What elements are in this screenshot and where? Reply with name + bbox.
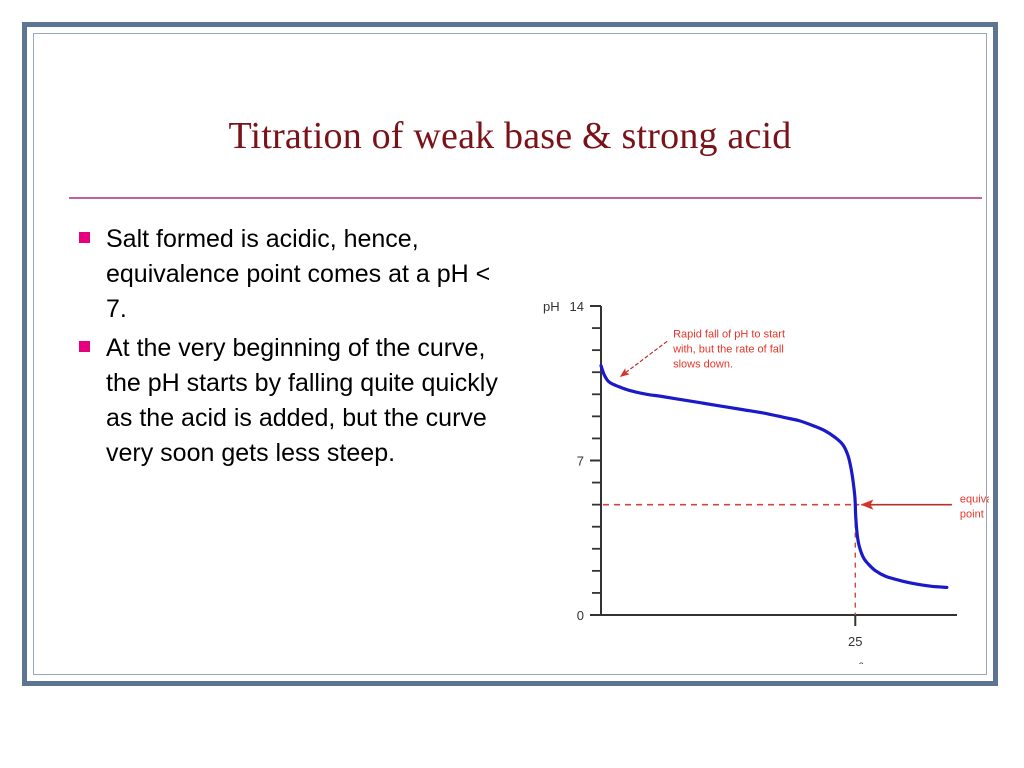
x-axis-label: volume of acid added (cm3) <box>710 661 868 664</box>
title-divider <box>69 197 982 199</box>
titration-curve-svg: 0 7 14 25 pH volume of acid added (cm3) Ra… <box>543 299 989 664</box>
chart-annotations: Rapid fall of pH to start with, but the r… <box>619 328 989 521</box>
ph-curve <box>599 363 949 590</box>
bullet-square-icon <box>79 232 90 243</box>
bullet-square-icon <box>79 341 90 352</box>
list-item: At the very beginning of the curve, the … <box>79 331 499 471</box>
annotation-line: Rapid fall of pH to start <box>673 328 785 340</box>
y-tick-label: 7 <box>577 454 584 469</box>
y-tick-label: 14 <box>570 299 584 314</box>
bullet-text: At the very beginning of the curve, the … <box>106 334 498 467</box>
y-axis-label: pH <box>543 299 560 314</box>
bullet-list: Salt formed is acidic, hence, equivalenc… <box>79 222 499 475</box>
equivalence-point-note: equivalence point <box>860 494 989 521</box>
y-tick-label: 0 <box>577 608 584 623</box>
annotation-line: equivalence <box>960 494 989 506</box>
annotation-line: slows down. <box>673 358 733 370</box>
titration-chart: 0 7 14 25 pH volume of acid added (cm3) Ra… <box>489 244 989 664</box>
y-axis-tick-labels: 0 7 14 <box>570 299 584 623</box>
slide-frame-outer: Titration of weak base & strong acid Sal… <box>22 22 998 686</box>
annotation-line: point <box>960 509 984 521</box>
bullet-text: Salt formed is acidic, hence, equivalenc… <box>106 225 491 323</box>
annotation-line: with, but the rate of fall <box>672 343 784 355</box>
page-title: Titration of weak base & strong acid <box>228 115 792 157</box>
x-tick-label: 25 <box>848 634 862 649</box>
equivalence-guides <box>603 502 860 615</box>
x-axis-tick-labels: 25 <box>848 634 862 649</box>
chart-axes <box>590 305 957 626</box>
rapid-fall-note: Rapid fall of pH to start with, but the r… <box>619 328 785 378</box>
list-item: Salt formed is acidic, hence, equivalenc… <box>79 222 499 327</box>
slide-frame-inner: Titration of weak base & strong acid Sal… <box>33 33 989 675</box>
